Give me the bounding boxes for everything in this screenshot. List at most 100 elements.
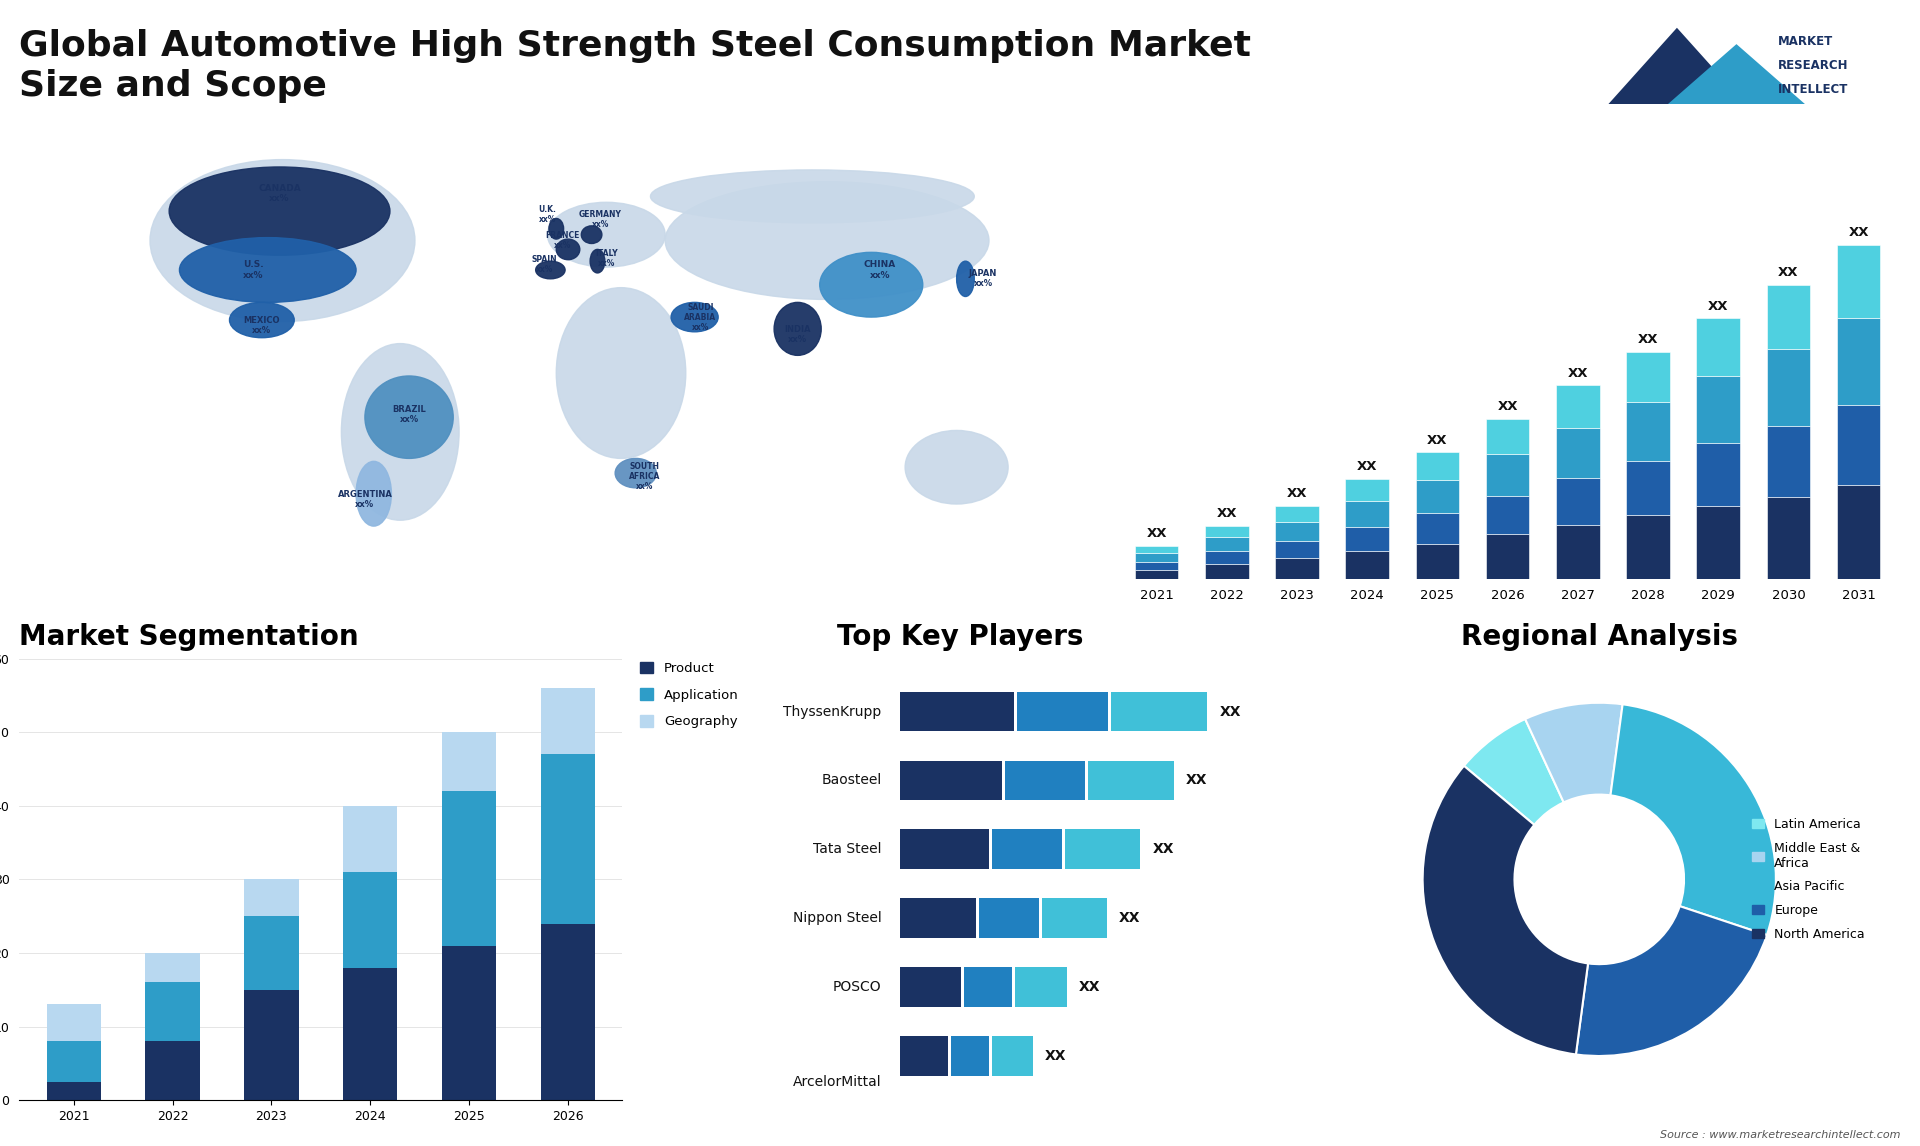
Polygon shape (1609, 28, 1745, 104)
Ellipse shape (664, 182, 989, 299)
Bar (344, 806, 397, 872)
Bar (1626, 401, 1670, 461)
Wedge shape (1611, 705, 1776, 935)
Bar (1066, 830, 1140, 869)
Text: U.K.
xx%: U.K. xx% (538, 204, 557, 223)
Ellipse shape (582, 226, 601, 243)
Text: CHINA
xx%: CHINA xx% (864, 260, 897, 280)
Text: XX: XX (1219, 705, 1240, 719)
Bar (900, 898, 975, 939)
Bar (1004, 761, 1085, 800)
Ellipse shape (557, 240, 580, 260)
Bar (46, 1005, 102, 1042)
Text: MARKET: MARKET (1778, 36, 1834, 48)
Text: Baosteel: Baosteel (822, 774, 881, 787)
Bar (1206, 526, 1248, 537)
Ellipse shape (536, 261, 564, 278)
Bar (979, 898, 1039, 939)
Bar (1018, 692, 1108, 731)
Ellipse shape (589, 250, 605, 273)
Text: XX: XX (1217, 508, 1236, 520)
Bar (1766, 350, 1811, 426)
Bar (1486, 454, 1530, 495)
Text: XX: XX (1357, 461, 1377, 473)
Bar (1555, 478, 1599, 525)
Bar (1346, 501, 1388, 527)
Bar (344, 967, 397, 1100)
Bar (1275, 541, 1319, 558)
Ellipse shape (774, 303, 822, 355)
Ellipse shape (549, 219, 564, 240)
Text: XX: XX (1498, 400, 1519, 414)
Text: SPAIN
xx%: SPAIN xx% (532, 254, 557, 274)
Bar (244, 990, 298, 1100)
Bar (1697, 444, 1740, 507)
Wedge shape (1576, 906, 1766, 1055)
Bar (1275, 521, 1319, 541)
Text: XX: XX (1778, 266, 1799, 280)
Bar (1837, 319, 1880, 406)
Wedge shape (1463, 719, 1563, 825)
Text: ITALY
xx%: ITALY xx% (595, 249, 618, 268)
Ellipse shape (230, 303, 294, 338)
Text: XX: XX (1044, 1049, 1068, 1063)
Bar (1626, 461, 1670, 516)
Bar (1766, 426, 1811, 496)
Ellipse shape (169, 167, 390, 256)
Polygon shape (1668, 45, 1805, 104)
Bar (1346, 527, 1388, 551)
Bar (993, 1036, 1033, 1076)
Bar (1697, 319, 1740, 376)
Bar (244, 916, 298, 990)
Bar (1626, 516, 1670, 579)
Bar (1112, 692, 1208, 731)
Bar (1837, 486, 1880, 579)
Bar (993, 830, 1062, 869)
Bar (146, 982, 200, 1042)
Text: Tata Steel: Tata Steel (812, 842, 881, 856)
Text: Size and Scope: Size and Scope (19, 69, 326, 103)
Ellipse shape (614, 458, 657, 488)
Bar (1415, 452, 1459, 480)
Bar (146, 1042, 200, 1100)
Ellipse shape (355, 462, 392, 526)
Bar (900, 830, 989, 869)
Bar (442, 945, 495, 1100)
Bar (541, 754, 595, 924)
Bar (46, 1042, 102, 1082)
Text: SOUTH
AFRICA
xx%: SOUTH AFRICA xx% (630, 462, 660, 490)
Bar (900, 1036, 948, 1076)
Bar (964, 967, 1012, 1007)
Text: XX: XX (1079, 980, 1100, 994)
Bar (1486, 534, 1530, 579)
Ellipse shape (557, 288, 685, 458)
Bar (1043, 898, 1106, 939)
Text: GERMANY
xx%: GERMANY xx% (580, 211, 622, 229)
Bar (1837, 406, 1880, 486)
Text: XX: XX (1638, 333, 1659, 346)
Ellipse shape (150, 159, 415, 322)
Bar (900, 761, 1002, 800)
Text: Nippon Steel: Nippon Steel (793, 911, 881, 925)
Bar (1766, 284, 1811, 350)
Bar (950, 1036, 989, 1076)
Bar (541, 924, 595, 1100)
Bar (146, 953, 200, 982)
Title: Regional Analysis: Regional Analysis (1461, 622, 1738, 651)
Bar (1346, 479, 1388, 501)
Ellipse shape (342, 344, 459, 520)
Text: XX: XX (1709, 300, 1728, 313)
Text: INTELLECT: INTELLECT (1778, 84, 1849, 96)
Bar (1135, 570, 1179, 579)
Bar (1486, 418, 1530, 454)
Bar (1697, 507, 1740, 579)
Bar (344, 872, 397, 967)
Text: RESEARCH: RESEARCH (1778, 60, 1849, 72)
Bar (1837, 244, 1880, 319)
Ellipse shape (956, 261, 973, 297)
Bar (900, 967, 960, 1007)
Text: ThyssenKrupp: ThyssenKrupp (783, 705, 881, 719)
Text: POSCO: POSCO (833, 980, 881, 994)
Text: XX: XX (1152, 842, 1173, 856)
Bar (1415, 513, 1459, 543)
